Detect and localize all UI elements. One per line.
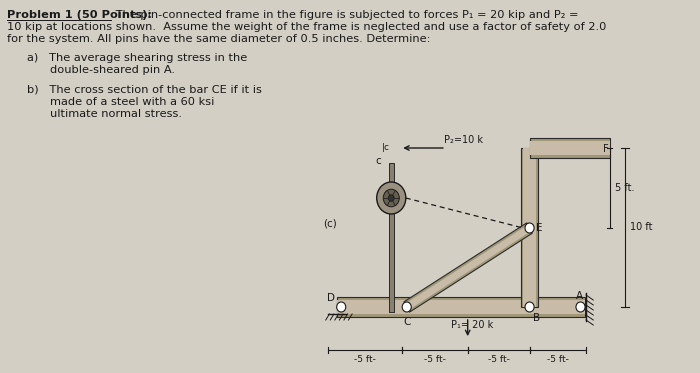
Circle shape <box>576 302 585 312</box>
Text: a)   The average shearing stress in the: a) The average shearing stress in the <box>27 53 248 63</box>
Polygon shape <box>337 300 585 314</box>
Text: The pin-connected frame in the figure is subjected to forces P₁ = 20 kip and P₂ : The pin-connected frame in the figure is… <box>112 10 578 20</box>
Text: |c: |c <box>382 143 390 152</box>
Polygon shape <box>530 141 610 155</box>
Circle shape <box>389 195 394 201</box>
Text: double-sheared pin A.: double-sheared pin A. <box>50 65 175 75</box>
Circle shape <box>525 302 534 312</box>
Text: P₁= 20 k: P₁= 20 k <box>452 320 493 330</box>
Circle shape <box>525 223 534 233</box>
Text: Problem 1 (50 Points):: Problem 1 (50 Points): <box>7 10 153 20</box>
Text: for the system. All pins have the same diameter of 0.5 inches. Determine:: for the system. All pins have the same d… <box>7 34 430 44</box>
Text: -5 ft-: -5 ft- <box>547 355 568 364</box>
Polygon shape <box>523 148 536 307</box>
Text: (c): (c) <box>323 218 337 228</box>
Text: b)   The cross section of the bar CE if it is: b) The cross section of the bar CE if it… <box>27 85 262 95</box>
Text: 5 ft.: 5 ft. <box>615 183 635 193</box>
Circle shape <box>402 302 412 312</box>
Polygon shape <box>405 225 531 310</box>
Text: -5 ft-: -5 ft- <box>424 355 446 364</box>
Text: A: A <box>576 291 583 301</box>
Polygon shape <box>337 297 585 317</box>
Text: 10 kip at locations shown.  Assume the weight of the frame is neglected and use : 10 kip at locations shown. Assume the we… <box>7 22 607 32</box>
Polygon shape <box>521 148 538 307</box>
Text: -5 ft-: -5 ft- <box>488 355 510 364</box>
Circle shape <box>377 182 406 214</box>
Text: E: E <box>536 223 542 233</box>
Text: made of a steel with a 60 ksi: made of a steel with a 60 ksi <box>50 97 214 107</box>
Text: -5 ft-: -5 ft- <box>354 355 376 364</box>
Text: ultimate normal stress.: ultimate normal stress. <box>50 109 182 119</box>
Text: C: C <box>403 317 410 327</box>
Text: 10 ft: 10 ft <box>629 223 652 232</box>
Text: c: c <box>375 156 381 166</box>
Circle shape <box>337 302 346 312</box>
Polygon shape <box>389 163 393 312</box>
Text: D: D <box>327 293 335 303</box>
Text: P₂=10 k: P₂=10 k <box>444 135 483 145</box>
Polygon shape <box>404 223 532 312</box>
Text: B: B <box>533 313 540 323</box>
Text: F: F <box>603 144 609 154</box>
Circle shape <box>383 189 399 207</box>
Polygon shape <box>530 138 610 158</box>
